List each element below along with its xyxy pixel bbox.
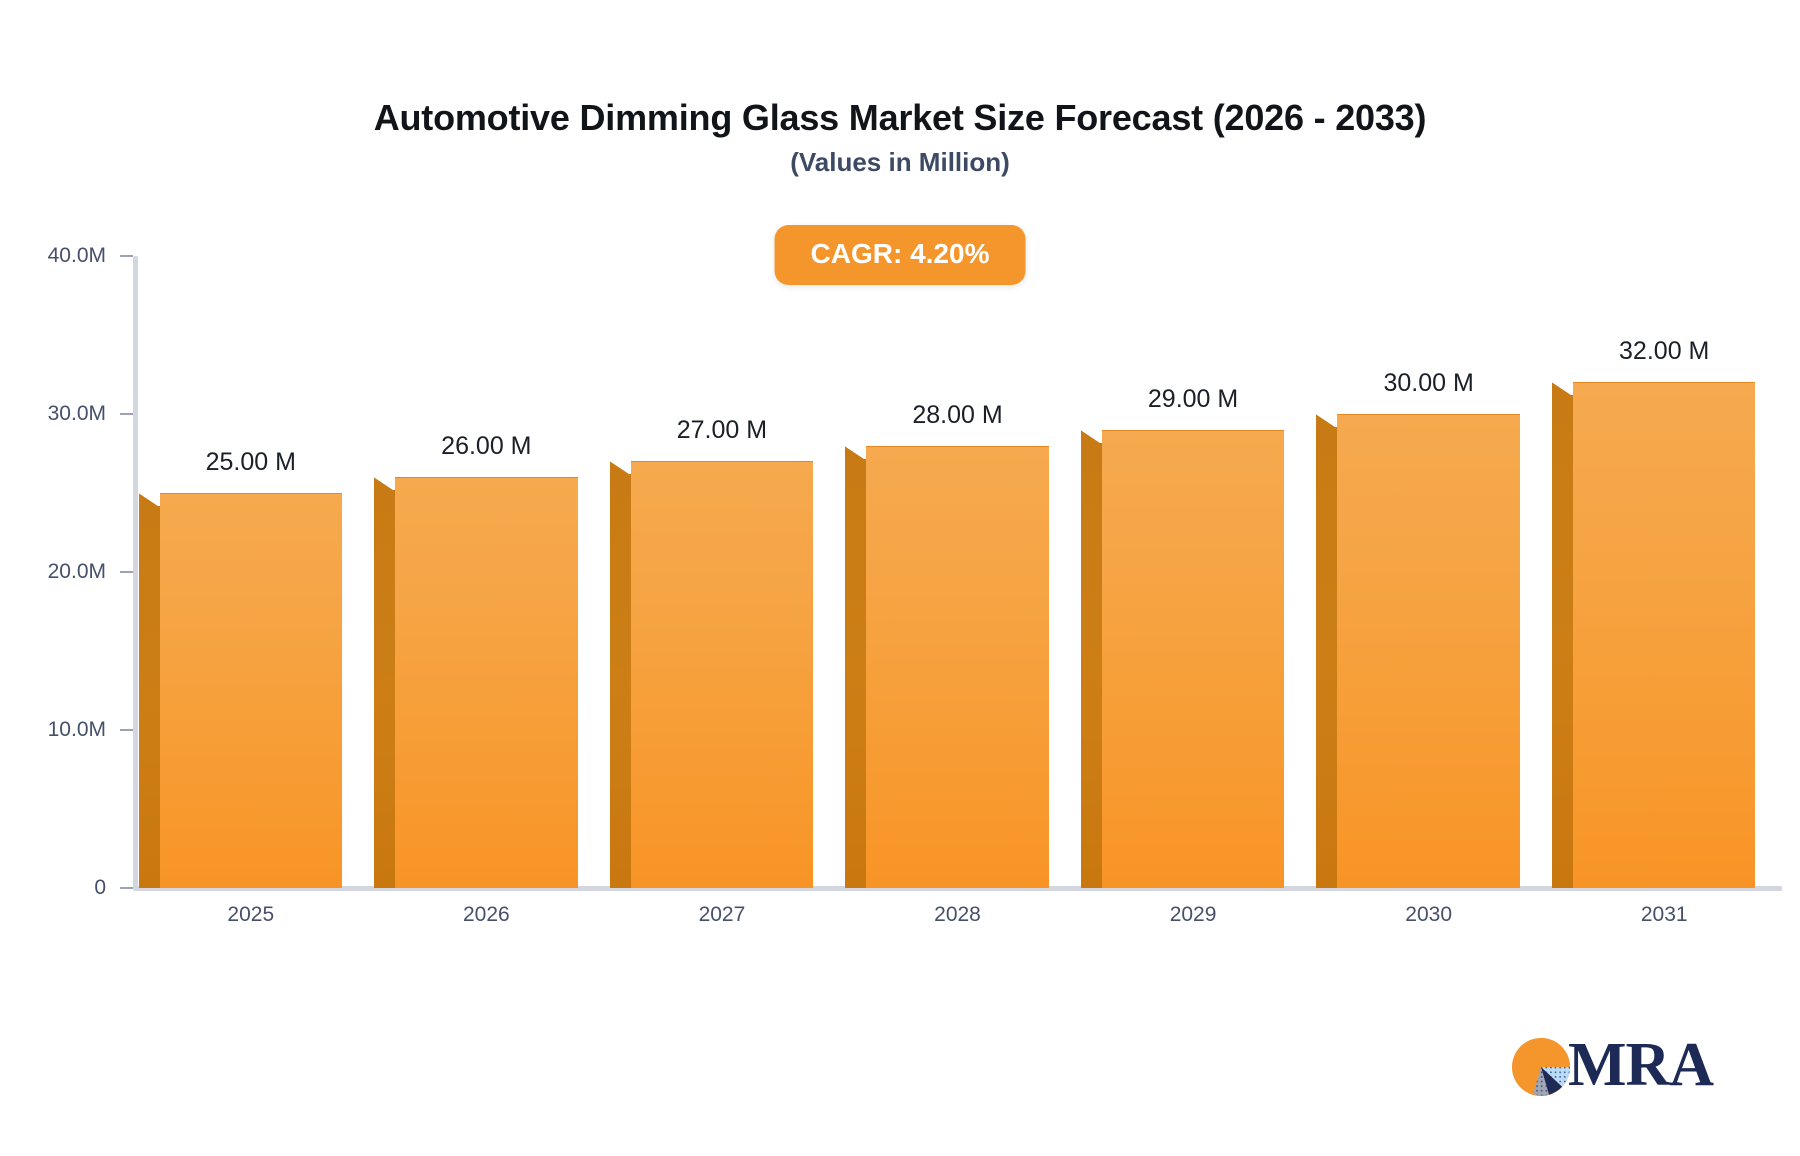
y-axis-tick-label: 20.0M	[47, 560, 106, 583]
bar-top-chamfer	[1551, 382, 1573, 397]
bar-side-face	[1316, 427, 1338, 888]
logo-wordmark: MRA	[1568, 1031, 1714, 1099]
x-axis-tick-label: 2029	[1169, 903, 1217, 926]
y-axis-tick-mark	[120, 255, 133, 257]
y-axis-tick: 0	[94, 876, 133, 900]
bar-slot: 30.00 M	[1316, 256, 1520, 888]
bar-top-chamfer	[609, 461, 631, 476]
bar-value-label: 30.00 M	[1383, 369, 1474, 397]
x-axis-tick-label: 2026	[462, 903, 510, 926]
y-axis-tick-mark	[120, 729, 133, 731]
x-axis-tick-label: 2031	[1640, 903, 1688, 926]
mra-logo: MRA	[1508, 1031, 1714, 1100]
y-axis-tick-label: 30.0M	[47, 402, 106, 425]
x-axis-line	[133, 886, 1782, 891]
bar-top-chamfer	[845, 445, 867, 460]
bar-side-face	[374, 490, 396, 888]
y-axis-line	[133, 256, 138, 890]
bar-value-label: 29.00 M	[1147, 384, 1239, 413]
bar-front-face	[1337, 414, 1520, 888]
bar-top-chamfer	[1080, 429, 1102, 444]
x-axis-tick-label: 2028	[934, 903, 981, 926]
bar-slot: 27.00 M	[609, 256, 814, 888]
bar-value-label: 28.00 M	[912, 400, 1003, 429]
bar-slot: 29.00 M	[1080, 256, 1285, 888]
bar-front-face	[866, 445, 1049, 888]
bar-side-face	[845, 458, 867, 888]
y-axis-tick-label: 0	[94, 876, 106, 899]
bar-side-face	[609, 474, 631, 888]
bar-top-chamfer	[138, 493, 160, 507]
bar-front-face	[630, 461, 814, 888]
bar-series: 25.00 M 26.00 M 27.00 M 28.00 M 29.00 M 30.00…	[133, 256, 1782, 888]
chart-title: Automotive Dimming Glass Market Size For…	[373, 97, 1427, 138]
bar-slot: 26.00 M	[374, 256, 578, 888]
x-axis-tick-label: 2030	[1405, 903, 1452, 926]
y-axis-tick-label: 10.0M	[47, 718, 106, 741]
y-axis-ticks: 0 10.0M 20.0M 30.0M 40.0M	[0, 0, 133, 1156]
bar-front-face	[1101, 429, 1285, 888]
y-axis-tick: 40.0M	[48, 244, 133, 268]
bar[interactable]	[374, 477, 578, 888]
bar-top-chamfer	[1316, 414, 1338, 428]
y-axis-tick-mark	[120, 413, 133, 415]
chart-subtitle: (Values in Million)	[790, 147, 1010, 177]
pie-chart-icon	[1508, 1034, 1574, 1100]
bar-side-face	[1551, 395, 1573, 888]
bar[interactable]	[1080, 429, 1285, 888]
bar-value-label: 25.00 M	[205, 448, 296, 476]
y-axis-tick: 20.0M	[48, 560, 133, 584]
bar-value-label: 27.00 M	[676, 416, 768, 445]
bar-front-face	[159, 493, 343, 888]
bar[interactable]	[845, 445, 1049, 888]
bar-value-label: 32.00 M	[1619, 337, 1710, 366]
cagr-badge: CAGR: 4.20%	[774, 225, 1026, 285]
bar[interactable]	[1316, 414, 1520, 888]
bar[interactable]	[138, 493, 343, 888]
y-axis-tick-label: 40.0M	[47, 244, 106, 267]
bar-front-face	[395, 477, 578, 888]
bar[interactable]	[609, 461, 814, 888]
bar-side-face	[138, 506, 160, 888]
y-axis-tick: 10.0M	[48, 718, 133, 742]
x-axis-tick-label: 2025	[227, 903, 275, 926]
bar-slot: 32.00 M	[1551, 256, 1756, 888]
bar[interactable]	[1551, 382, 1756, 888]
y-axis-tick: 30.0M	[48, 402, 133, 426]
y-axis-tick-mark	[120, 887, 133, 889]
bar-side-face	[1080, 442, 1102, 888]
x-axis-ticks: 2025 2026 2027 2028 2029 2030 2031	[133, 903, 1782, 937]
bar-value-label: 26.00 M	[441, 432, 532, 461]
x-axis-tick-label: 2027	[698, 903, 746, 926]
bar-front-face	[1572, 382, 1756, 888]
bar-top-chamfer	[374, 477, 396, 492]
y-axis-tick-mark	[120, 571, 133, 573]
bar-slot: 25.00 M	[138, 256, 343, 888]
bar-slot: 28.00 M	[845, 256, 1049, 888]
